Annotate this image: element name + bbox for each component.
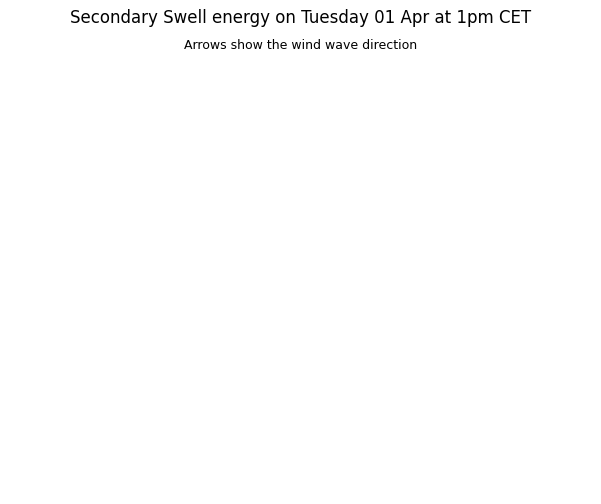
Text: Cartopy required: Cartopy required: [242, 275, 359, 289]
Text: Arrows show the wind wave direction: Arrows show the wind wave direction: [184, 39, 417, 52]
Text: Secondary Swell energy on Tuesday 01 Apr at 1pm CET: Secondary Swell energy on Tuesday 01 Apr…: [70, 9, 531, 27]
